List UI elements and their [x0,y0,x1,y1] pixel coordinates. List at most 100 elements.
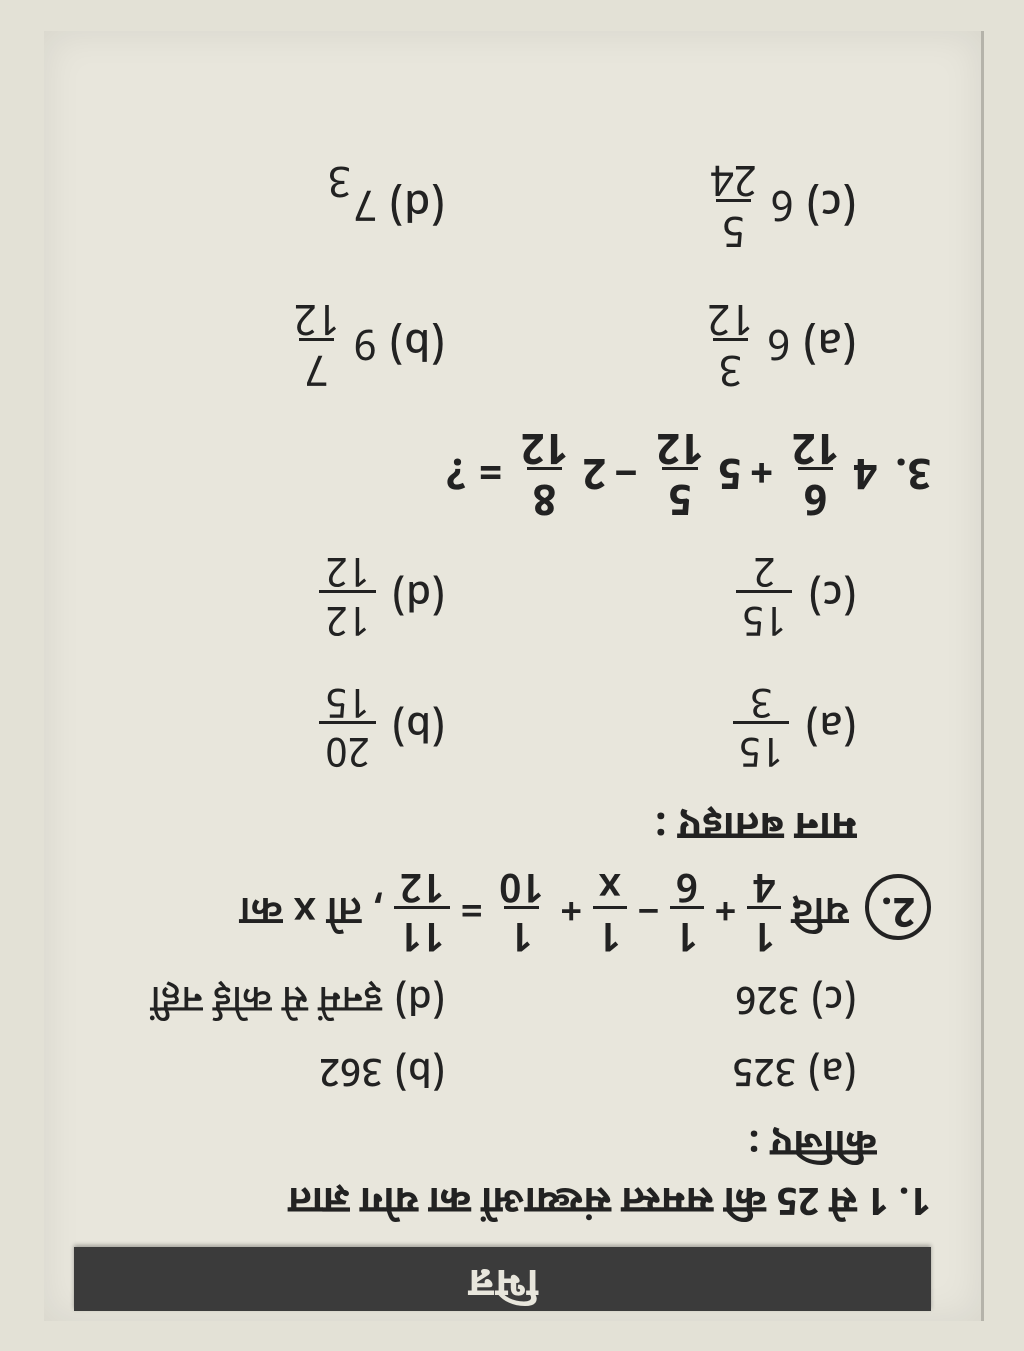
whole: 5 [718,441,742,496]
frac-num: 1 [504,906,538,953]
q3-options: (a) 6 3 12 (b) 9 7 12 [74,152,857,386]
frac: 15 2 [736,546,792,637]
opt-label: (d) [392,566,446,618]
frac-den: 12 [394,862,451,906]
frac: 1 6 [670,862,704,953]
frac-den: 12 [287,292,345,338]
frac-num: 8 [527,467,563,516]
q1-number: 1. [899,1172,931,1222]
q2-number: 2. [865,875,931,941]
op: − [614,441,638,496]
q2-option-a: (a) 15 3 [486,677,858,768]
q2-option-b: (b) 20 15 [74,677,446,768]
frac-num: 6 [798,467,834,516]
frac-num: 12 [319,590,375,637]
opt-label: (b) [392,697,446,749]
q3-number: 3. [895,441,931,496]
q1-option-a: (a) 325 [486,1043,858,1093]
q2-subtext: मान बताइए : [74,796,857,848]
whole: 2 [582,441,606,496]
q2-option-d: (d) 12 12 [74,546,446,637]
q1-option-c: (c) 326 [486,971,858,1021]
opt-label: (d) [389,173,446,228]
q1-option-d: (d) इनमें से कोई नहीं [74,971,446,1021]
q3-option-a: (a) 6 3 12 [486,292,858,387]
whole: 9 [354,312,377,367]
frac: 15 3 [733,677,789,768]
frac: 8 12 [515,421,575,516]
whole: 7 [354,173,377,228]
q1-text-line1: 1 से 25 की समस्त संख्याओं का योग ज्ञात [288,1172,888,1222]
frac: 5 12 [650,421,710,516]
frac-num: 11 [394,906,451,953]
q2-suffix: , तो x का [240,882,384,934]
opt-value: 326 [735,971,798,1021]
frac-den: 24 [704,152,762,198]
frac: 1 x [592,862,627,953]
frac: 1 4 [747,862,781,953]
frac-den: 15 [319,677,375,721]
frac-den: 12 [701,292,759,338]
opt-label: (c) [811,971,857,1021]
q1-option-b: (b) 362 [74,1043,446,1093]
frac: 6 12 [786,421,846,516]
question-2: 2. यदि 1 4 + 1 6 − 1 x + 1 10 = 11 [74,862,931,953]
frac: 0 3 [321,154,356,246]
frac-num: 20 [319,721,375,768]
frac-num: 3 [713,338,748,387]
frac: 12 12 [319,546,375,637]
frac-num: 15 [736,590,792,637]
opt-label: (a) [808,1043,857,1093]
frac: 7 12 [287,292,345,387]
q1-options: (a) 325 (b) 362 (c) 326 (d) इनमें से कोई… [74,971,857,1093]
opt-label: (a) [802,312,857,367]
opt-label: (c) [806,173,857,228]
q2-prefix: यदि [791,882,849,934]
frac-den: 3 [321,154,356,200]
op: + [750,441,774,496]
frac-den: x [592,862,627,906]
q3-option-c: (c) 6 5 24 [486,152,858,247]
frac-den: 10 [493,862,550,906]
whole: 6 [767,312,790,367]
frac: 5 24 [704,152,762,247]
op: = [460,882,483,934]
opt-label: (b) [394,1043,445,1093]
frac-den: 6 [670,862,704,906]
frac: 3 12 [701,292,759,387]
q3-option-b: (b) 9 7 12 [74,292,446,387]
opt-value: 325 [732,1043,795,1093]
frac-num: 5 [716,199,751,248]
frac-num: 1 [593,906,627,953]
frac: 20 15 [319,677,375,768]
frac-num: 1 [670,906,704,953]
frac-num: 7 [299,338,334,387]
question-3: 3. 4 6 12 + 5 5 12 − 2 8 [74,421,931,516]
frac-den: 4 [747,862,781,906]
op: − [637,882,660,934]
question-1: 1. 1 से 25 की समस्त संख्याओं का योग ज्ञा… [74,1111,931,1225]
q2-option-c: (c) 15 2 [486,546,858,637]
frac: 1 10 [493,862,550,953]
q1-text-line2: कीजिए : [748,1115,877,1165]
opt-value: इनमें से कोई नहीं [151,971,383,1021]
whole: 4 [853,441,877,496]
opt-label: (a) [805,697,857,749]
frac-den: 2 [747,546,781,590]
opt-value: 362 [319,1043,382,1093]
q3-option-d: (d) 7 0 3 0 3 [74,152,446,247]
frac-den: 12 [515,421,575,467]
q2-options: (a) 15 3 (b) 20 15 (c) 15 2 [74,546,857,768]
frac-den: 12 [650,421,710,467]
op: + [560,882,583,934]
opt-label: (c) [808,566,857,618]
opt-label: (b) [389,312,446,367]
whole: 6 [771,173,794,228]
frac-num: 15 [733,721,789,768]
opt-label: (d) [394,971,445,1021]
frac-den: 3 [744,677,778,721]
op: + [714,882,737,934]
q3-equals: = ? [445,441,503,496]
frac: 11 12 [394,862,451,953]
frac-den: 12 [319,546,375,590]
